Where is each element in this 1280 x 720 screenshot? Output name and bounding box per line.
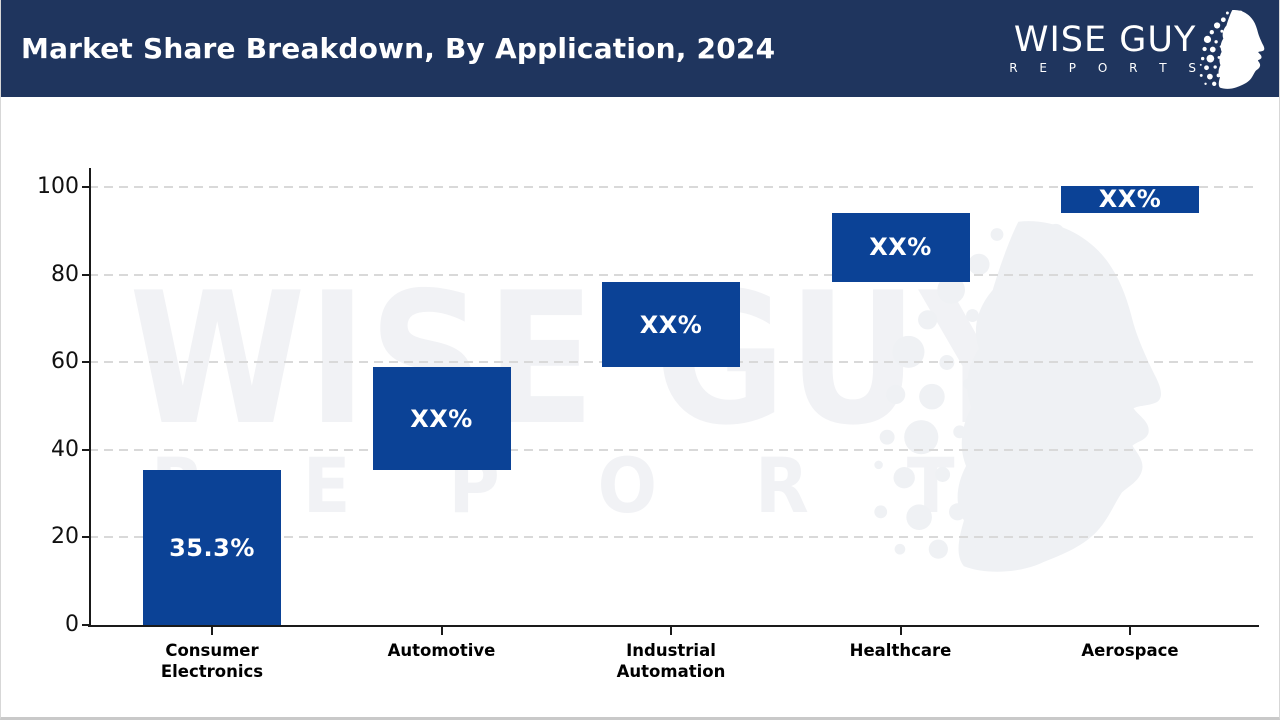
brand-logo-text: WISE GUY R E P O R T S [1005,20,1205,75]
x-tick-label-3: Healthcare [849,641,952,660]
logo-face-icon [1199,9,1265,89]
brand-name: WISE GUY [1013,20,1197,60]
y-tick-label-100: 100 [37,174,79,199]
gridline-20 [89,536,1258,539]
y-tick-label-20: 20 [51,524,79,550]
bar-consumer-electronics: 35.3% [143,470,281,625]
watermark-text-reports: R E P O R T S [151,441,1140,530]
y-tick-label-80: 80 [51,261,79,287]
gridline-100 [89,186,1258,188]
y-tick-40 [82,448,89,451]
x-tick-3 [899,627,902,635]
x-tick-label-1: Automotive [387,641,496,660]
bar-value-label: XX% [1098,185,1162,214]
bar-healthcare: XX% [831,213,970,282]
bar-industrial-automation: XX% [602,281,740,368]
header: Market Share Breakdown, By Application, … [1,0,1279,97]
y-tick-label-0: 0 [65,612,79,637]
x-axis [88,625,1259,627]
x-tick-label-2: Industrial Automation [616,641,726,681]
x-tick-0 [211,627,213,635]
bar-automotive: XX% [372,367,511,471]
bar-value-label: XX% [869,233,932,262]
y-tick-80 [82,273,89,276]
y-axis [89,168,91,627]
y-tick-60 [82,361,89,364]
brand-logo: WISE GUY R E P O R T S [1005,7,1279,91]
watermark-text-wiseguy: WISE GUY [129,253,1038,465]
y-tick-label-60: 60 [51,349,79,375]
gridline-40 [89,448,1258,451]
page-title: Market Share Breakdown, By Application, … [21,32,776,65]
bar-aerospace: XX% [1061,185,1199,214]
bar-value-label: XX% [410,404,473,433]
y-tick-20 [82,536,89,539]
y-tick-100 [82,186,89,188]
x-tick-4 [1129,627,1131,635]
x-tick-1 [440,627,443,635]
y-tick-0 [82,624,89,626]
gridline-80 [89,273,1258,276]
bar-value-label: 35.3% [169,533,255,562]
bar-value-label: XX% [639,310,703,339]
x-tick-label-4: Aerospace [1081,641,1179,660]
y-tick-label-40: 40 [51,436,79,462]
brand-subname: R E P O R T S [1009,61,1205,75]
x-tick-label-0: Consumer Electronics [160,641,264,681]
x-tick-2 [670,627,672,635]
